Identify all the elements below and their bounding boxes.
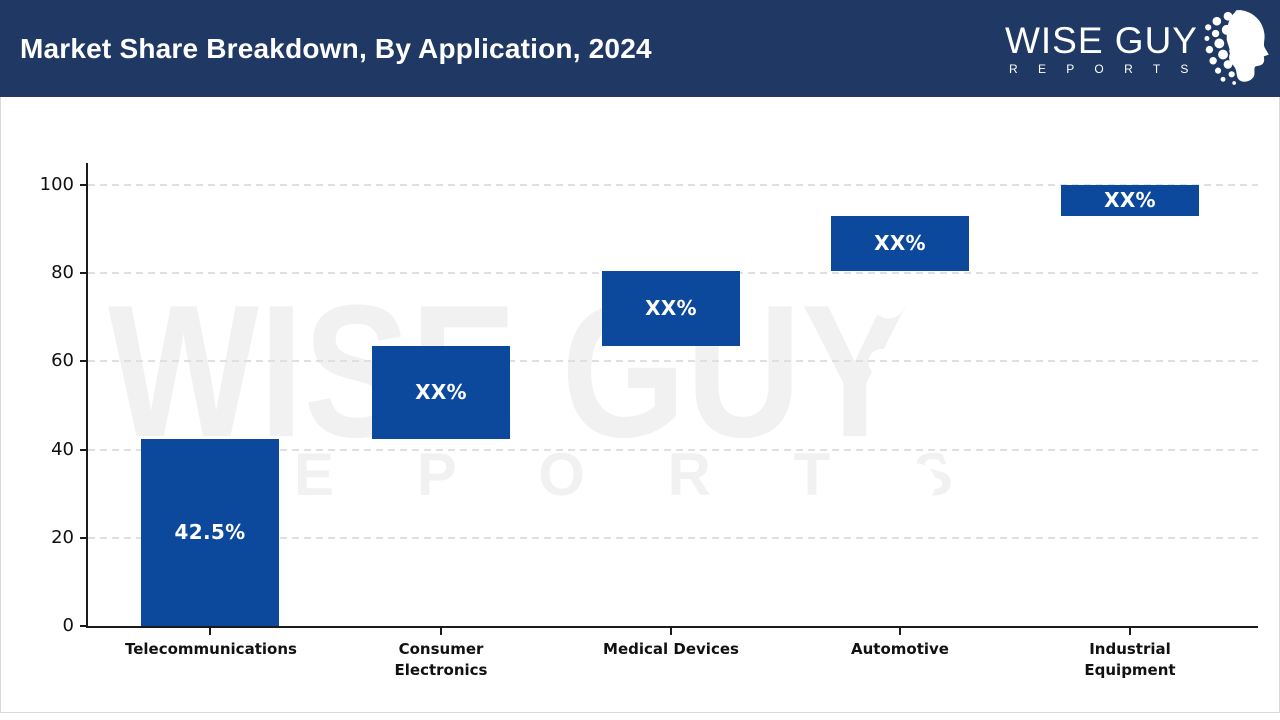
bar-value-label: XX% <box>1104 188 1156 213</box>
page-title: Market Share Breakdown, By Application, … <box>20 32 652 64</box>
x-tick-mark <box>1129 628 1131 635</box>
bar-value-label: XX% <box>645 296 697 321</box>
x-category-label: Industrial Equipment <box>1045 639 1215 681</box>
bar-segment: XX% <box>602 270 740 346</box>
y-tick-mark <box>80 625 87 627</box>
x-category-label-line: Consumer <box>398 640 484 658</box>
y-gridline <box>88 536 1258 539</box>
x-category-label-line: Equipment <box>1084 661 1176 679</box>
y-tick-mark <box>80 536 87 539</box>
y-tick-label: 40 <box>51 438 74 460</box>
chart-canvas: WISE GUY R E P O R T S 0 20 40 60 80 100 42.5%… <box>0 97 1280 720</box>
x-category-label: Medical Devices <box>586 639 756 660</box>
x-axis-spine <box>86 626 1258 628</box>
logo-text: WISE GUY R E P O R T S <box>1005 22 1198 76</box>
bar-segment: 42.5% <box>141 438 279 626</box>
y-axis-spine <box>86 163 88 628</box>
x-category-label-line: Automotive <box>851 640 949 658</box>
x-tick-mark <box>209 628 211 635</box>
x-tick-mark <box>670 628 672 635</box>
y-tick-mark <box>80 448 87 451</box>
logo-wordmark: WISE GUY <box>1004 20 1198 61</box>
bar-value-label: XX% <box>415 380 467 405</box>
bar-segment: XX% <box>831 215 969 271</box>
y-tick-label: 100 <box>39 174 74 195</box>
x-category-label: Telecommunications <box>125 639 297 660</box>
y-tick-mark <box>80 184 87 186</box>
y-tick-label: 0 <box>62 615 74 636</box>
bar-value-label: 42.5% <box>174 520 246 545</box>
y-gridline <box>88 360 1258 363</box>
bar-value-label: XX% <box>874 231 926 256</box>
y-gridline <box>88 448 1258 451</box>
y-tick-mark <box>80 272 87 275</box>
bar-segment: XX% <box>1061 185 1199 216</box>
y-tick-label: 20 <box>51 526 74 548</box>
y-tick-mark <box>80 360 87 363</box>
logo-subtext: R E P O R T S <box>1008 62 1197 76</box>
plot-area: 0 20 40 60 80 100 42.5% Telecommunications XX% Co… <box>0 97 1280 720</box>
x-category-label: Consumer Electronics <box>356 639 526 681</box>
x-tick-mark <box>440 628 442 635</box>
x-category-label-line: Medical Devices <box>603 640 739 658</box>
header-bar: Market Share Breakdown, By Application, … <box>0 0 1280 97</box>
bar-segment: XX% <box>372 345 510 439</box>
wiseguy-logo: WISE GUY R E P O R T S <box>1005 6 1270 92</box>
y-tick-label: 60 <box>51 350 74 372</box>
x-category-label-line: Electronics <box>394 661 488 679</box>
y-tick-label: 80 <box>51 262 74 284</box>
wiseguy-head-icon <box>1204 10 1269 85</box>
x-tick-mark <box>899 628 901 635</box>
x-category-label-line: Industrial <box>1089 640 1171 658</box>
x-category-label-line: Telecommunications <box>125 640 297 658</box>
y-gridline <box>88 184 1258 186</box>
x-category-label: Automotive <box>815 639 985 660</box>
